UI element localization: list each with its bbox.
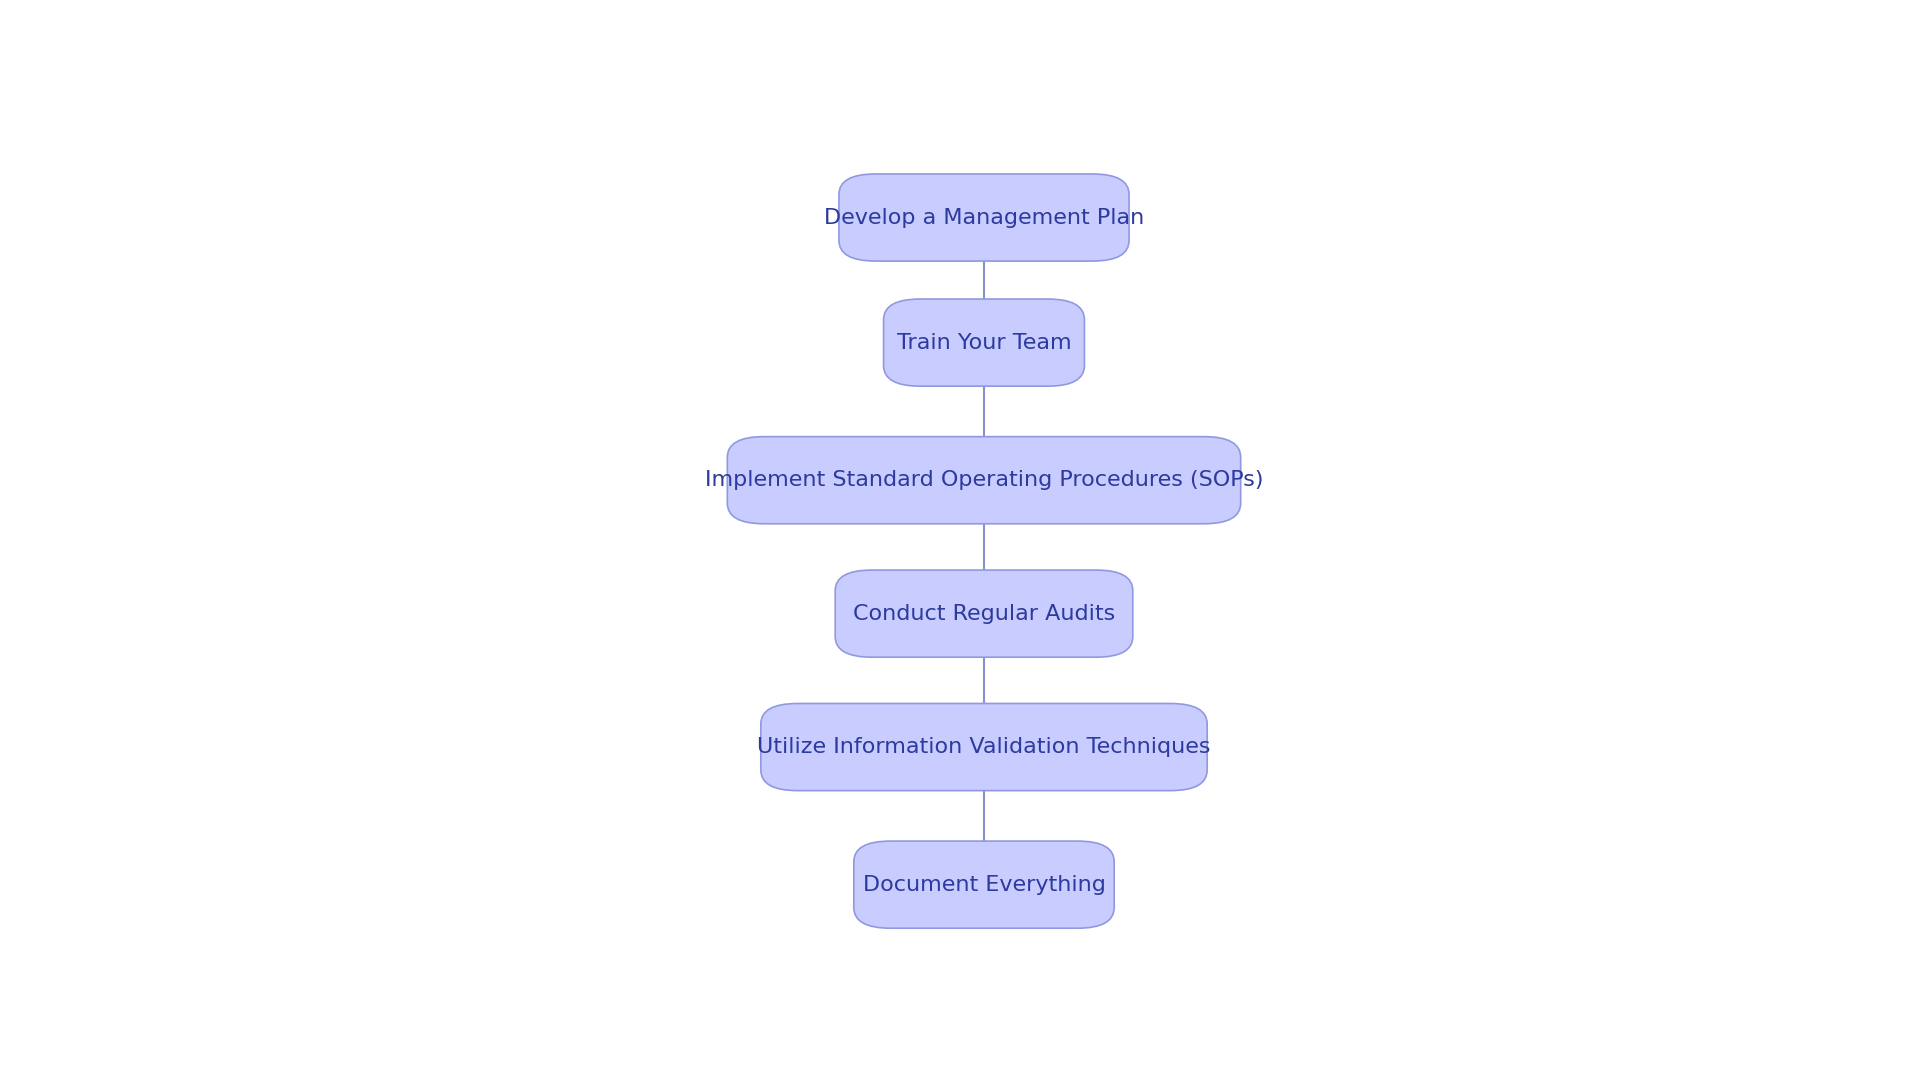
FancyBboxPatch shape (760, 704, 1208, 791)
Text: Train Your Team: Train Your Team (897, 332, 1071, 353)
Text: Document Everything: Document Everything (862, 875, 1106, 895)
FancyBboxPatch shape (728, 436, 1240, 524)
FancyBboxPatch shape (854, 841, 1114, 928)
FancyBboxPatch shape (839, 174, 1129, 261)
Text: Develop a Management Plan: Develop a Management Plan (824, 208, 1144, 227)
Text: Utilize Information Validation Techniques: Utilize Information Validation Technique… (756, 738, 1212, 757)
FancyBboxPatch shape (835, 570, 1133, 657)
FancyBboxPatch shape (883, 299, 1085, 387)
Text: Conduct Regular Audits: Conduct Regular Audits (852, 603, 1116, 624)
Text: Implement Standard Operating Procedures (SOPs): Implement Standard Operating Procedures … (705, 470, 1263, 491)
